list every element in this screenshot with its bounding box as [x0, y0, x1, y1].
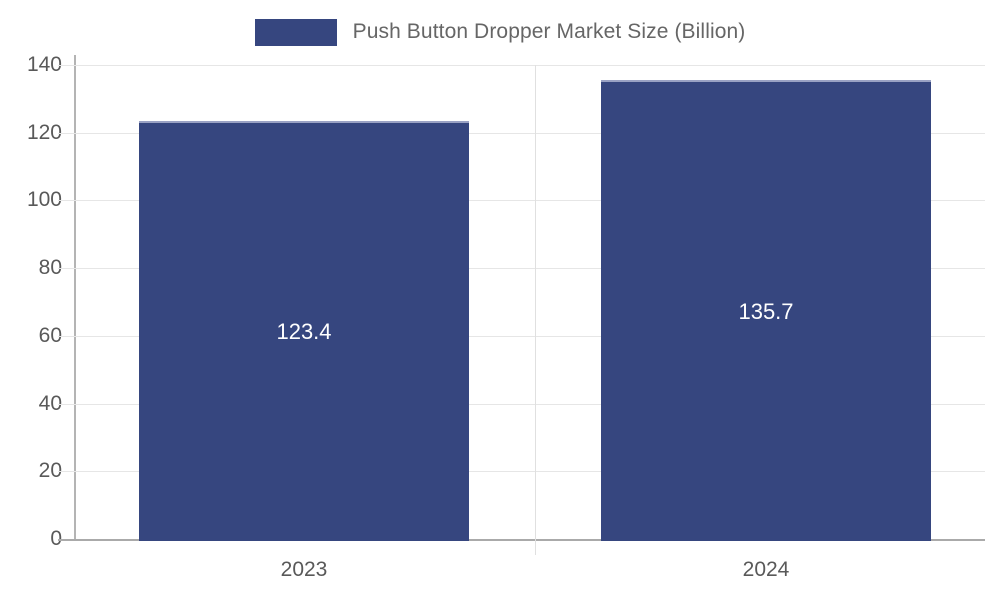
category-separator-gridline: [535, 65, 536, 555]
legend-swatch-icon: [254, 18, 337, 46]
chart-legend: Push Button Dropper Market Size (Billion…: [0, 12, 1000, 52]
legend-item-series-1[interactable]: Push Button Dropper Market Size (Billion…: [254, 18, 746, 46]
gridline-60: [58, 335, 985, 337]
plot-area: 123.4 135.7: [58, 65, 985, 555]
y-tick-label: 60: [38, 323, 62, 347]
x-tick-label-2023: 2023: [280, 558, 328, 581]
bar-value-label: 135.7: [738, 298, 794, 324]
x-axis-tick-labels: 2023 2024: [76, 558, 985, 590]
axis-baseline-0: [58, 539, 985, 541]
y-tick-label: 20: [38, 459, 62, 483]
gridline-100: [58, 200, 985, 202]
gridline-120: [58, 132, 985, 134]
y-axis-tick-labels: 0 20 40 60 80 100 120 140: [0, 53, 62, 550]
y-axis-line: [74, 55, 76, 541]
bar-value-label: 123.4: [276, 319, 332, 344]
x-tick-label-2024: 2024: [742, 558, 790, 581]
bar-2023[interactable]: 123.4: [139, 121, 469, 541]
legend-label: Push Button Dropper Market Size (Billion…: [352, 20, 746, 43]
gridline-80: [58, 268, 985, 270]
y-tick-label: 40: [38, 391, 62, 415]
gridline-140: [58, 65, 985, 66]
y-tick-label: 0: [50, 527, 62, 550]
y-tick-label: 140: [26, 53, 62, 76]
y-tick-label: 80: [38, 256, 62, 280]
bar-2024[interactable]: 135.7: [601, 80, 931, 541]
y-tick-label: 100: [26, 188, 62, 212]
y-tick-label: 120: [26, 120, 62, 144]
gridline-20: [58, 471, 985, 473]
gridline-40: [58, 403, 985, 405]
